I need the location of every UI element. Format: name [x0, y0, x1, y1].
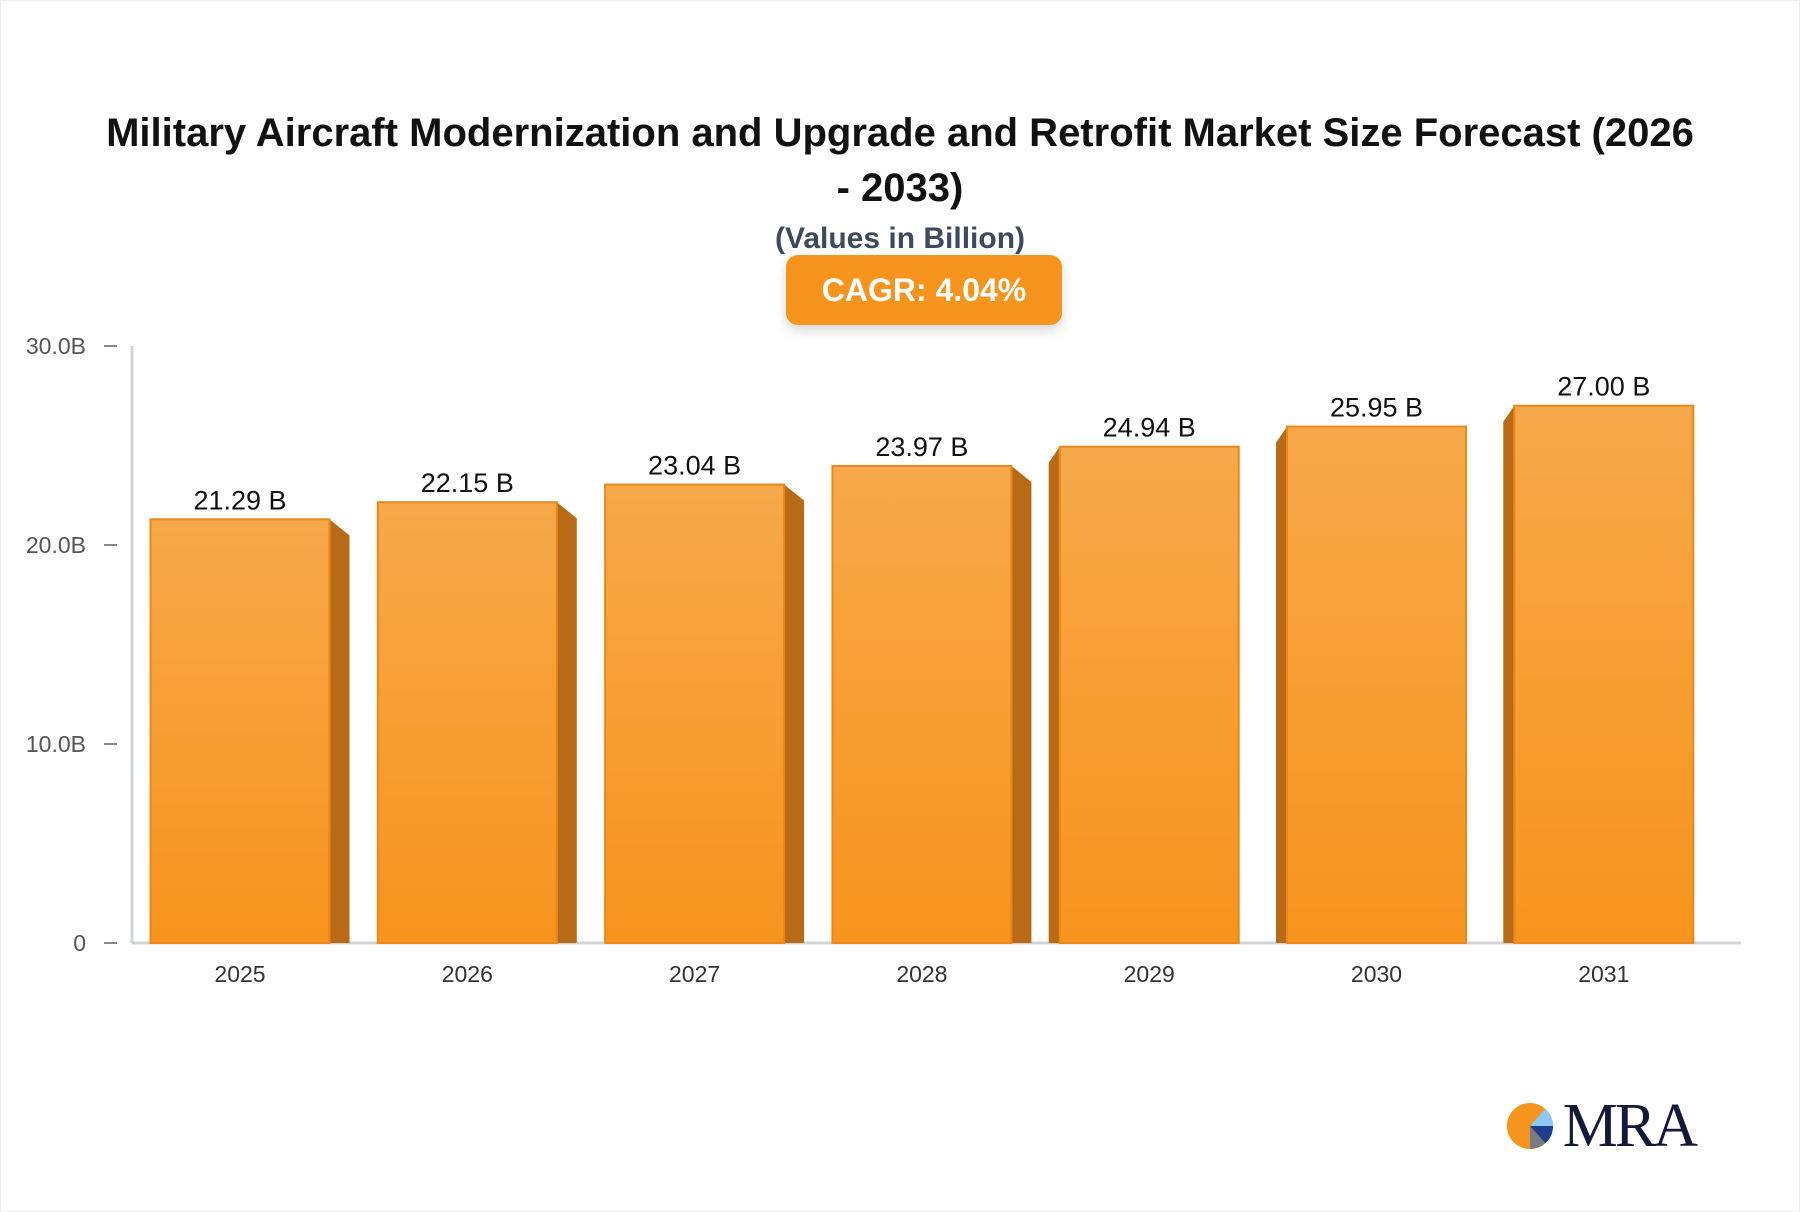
bar — [831, 464, 1013, 944]
x-tick-label: 2025 — [214, 961, 265, 987]
bar — [1058, 445, 1240, 944]
x-tick-label: 2030 — [1351, 961, 1402, 987]
bar — [149, 518, 331, 944]
bar-side — [1503, 405, 1515, 943]
y-tick-label: 10.0B — [26, 731, 86, 757]
bar-side — [784, 484, 805, 943]
x-tick-label: 2028 — [896, 961, 947, 987]
data-label: 23.97 B — [875, 432, 968, 462]
bar-side — [1048, 446, 1060, 943]
x-tick-label: 2027 — [669, 961, 720, 987]
data-label: 24.94 B — [1103, 413, 1196, 443]
data-label: 23.04 B — [648, 451, 741, 481]
chart-subtitle: (Values in Billion) — [774, 222, 1026, 255]
bar-side — [1011, 465, 1032, 943]
bar — [376, 501, 558, 944]
cagr-badge: CAGR: 4.04% — [786, 255, 1062, 325]
logo-pie-icon — [1506, 1102, 1553, 1150]
bar-side — [329, 519, 350, 943]
y-tick-label: 30.0B — [26, 333, 86, 359]
bar-side — [556, 502, 577, 943]
bar-side — [1276, 426, 1287, 944]
data-label: 21.29 B — [193, 485, 286, 515]
y-tick-label: 20.0B — [26, 532, 86, 558]
x-tick-label: 2029 — [1124, 961, 1175, 987]
logo-text: MRA — [1562, 1092, 1698, 1160]
chart-title: Military Aircraft Modernization and Upgr… — [106, 111, 1694, 210]
x-tick-label: 2031 — [1578, 961, 1629, 987]
x-tick-label: 2026 — [442, 961, 493, 987]
bar — [1513, 404, 1695, 944]
bar — [1286, 425, 1467, 945]
data-label: 22.15 B — [421, 468, 514, 498]
data-label: 25.95 B — [1330, 393, 1423, 423]
bar — [604, 483, 786, 944]
data-label: 27.00 B — [1557, 372, 1650, 402]
mra-logo: MRA — [1505, 1092, 1698, 1160]
y-tick-label: 0 — [73, 930, 86, 956]
